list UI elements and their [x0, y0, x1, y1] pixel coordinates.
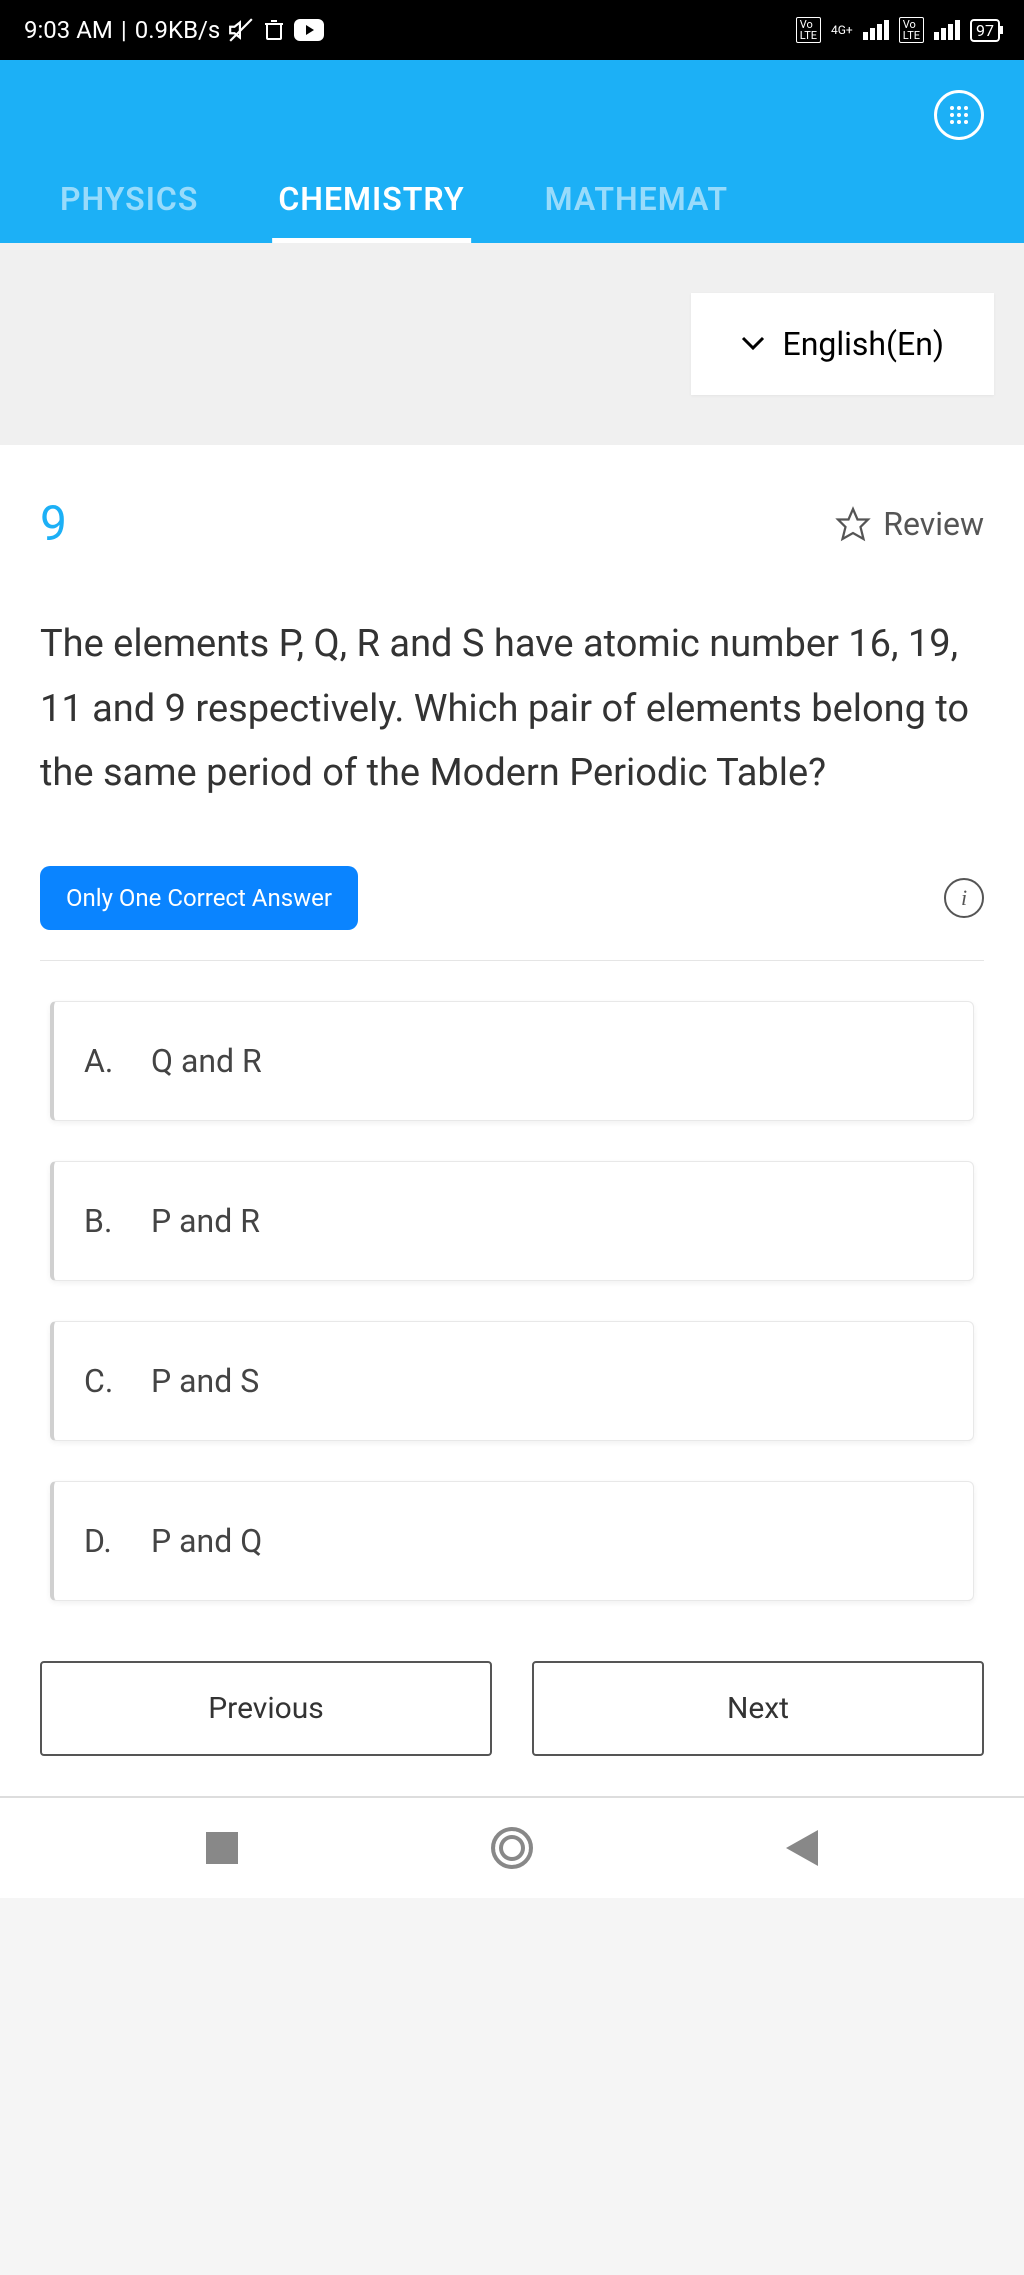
- question-text: The elements P, Q, R and S have atomic n…: [40, 612, 984, 806]
- review-label: Review: [883, 505, 984, 543]
- status-time: 9:03 AM: [24, 16, 113, 44]
- star-icon: [835, 506, 871, 542]
- chevron-down-icon: [741, 336, 765, 352]
- lte-badge-1: VoLTE: [796, 17, 821, 43]
- tab-physics[interactable]: PHYSICS: [0, 160, 238, 243]
- answer-type-tag: Only One Correct Answer: [40, 866, 358, 930]
- options-list: A. Q and R B. P and R C. P and S D. P an…: [40, 1001, 984, 1601]
- option-a[interactable]: A. Q and R: [50, 1001, 974, 1121]
- battery-icon: 97: [970, 19, 1000, 42]
- question-card: 9 Review The elements P, Q, R and S have…: [0, 445, 1024, 1601]
- status-left: 9:03 AM | 0.9KB/s: [24, 16, 324, 44]
- recent-apps-button[interactable]: [206, 1832, 238, 1864]
- back-button[interactable]: [786, 1830, 818, 1866]
- review-button[interactable]: Review: [835, 505, 984, 543]
- trash-icon: [262, 18, 286, 42]
- status-speed: 0.9KB/s: [135, 16, 221, 44]
- tab-chemistry[interactable]: CHEMISTRY: [238, 160, 504, 243]
- question-header: 9 Review: [40, 495, 984, 552]
- option-letter: C.: [84, 1362, 119, 1400]
- status-right: VoLTE 4G+ VoLTE 97: [796, 17, 1000, 43]
- question-number: 9: [40, 495, 67, 552]
- option-letter: B.: [84, 1202, 119, 1240]
- home-button[interactable]: [491, 1827, 533, 1869]
- lte-badge-2: VoLTE: [899, 17, 924, 43]
- option-letter: D.: [84, 1522, 119, 1560]
- grid-icon: [948, 104, 970, 126]
- option-d[interactable]: D. P and Q: [50, 1481, 974, 1601]
- status-separator: |: [121, 16, 127, 44]
- next-button[interactable]: Next: [532, 1661, 984, 1756]
- option-text: P and S: [151, 1362, 259, 1400]
- option-c[interactable]: C. P and S: [50, 1321, 974, 1441]
- signal-icon-2: [934, 20, 960, 40]
- language-row: English(En): [0, 243, 1024, 445]
- language-select[interactable]: English(En): [691, 293, 994, 395]
- nav-buttons: Previous Next: [0, 1601, 1024, 1796]
- subject-tabs: PHYSICS CHEMISTRY MATHEMAT: [0, 160, 1024, 243]
- option-b[interactable]: B. P and R: [50, 1161, 974, 1281]
- tab-mathematics[interactable]: MATHEMAT: [505, 160, 728, 243]
- previous-button[interactable]: Previous: [40, 1661, 492, 1756]
- android-status-bar: 9:03 AM | 0.9KB/s VoLTE 4G+ VoLTE 97: [0, 0, 1024, 60]
- option-text: P and Q: [151, 1522, 262, 1560]
- grid-menu-button[interactable]: [934, 90, 984, 140]
- info-button[interactable]: i: [944, 878, 984, 918]
- mute-icon: [228, 17, 254, 43]
- option-letter: A.: [84, 1042, 119, 1080]
- option-text: P and R: [151, 1202, 260, 1240]
- network-label: 4G+: [831, 23, 853, 37]
- option-text: Q and R: [151, 1042, 262, 1080]
- android-nav-bar: [0, 1798, 1024, 1898]
- signal-icon-1: [863, 20, 889, 40]
- tag-row: Only One Correct Answer i: [40, 866, 984, 961]
- youtube-icon: [294, 19, 324, 41]
- app-header: PHYSICS CHEMISTRY MATHEMAT: [0, 60, 1024, 243]
- header-top: [0, 90, 1024, 160]
- language-label: English(En): [783, 325, 944, 363]
